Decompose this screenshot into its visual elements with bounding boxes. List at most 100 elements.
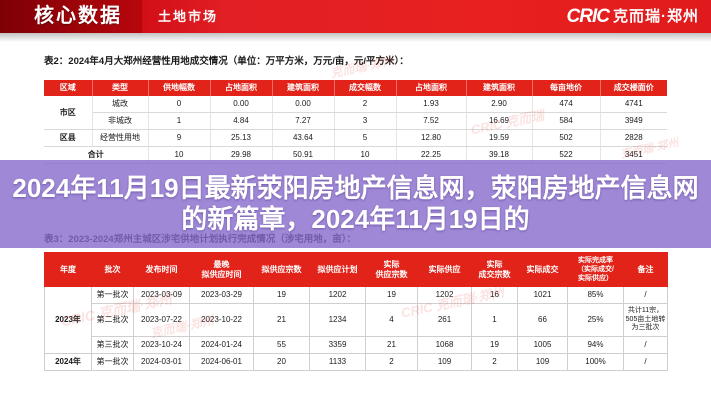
table1-cell: 7.52 (396, 112, 467, 130)
table1-col-supply-count: 供地幅数 (148, 80, 211, 96)
table-row: 第二批次 2023-07-22 2023-10-22 21 1234 4 261… (45, 303, 668, 337)
table2-cell: 19 (471, 335, 518, 354)
table1-cell: 2828 (600, 129, 667, 147)
table1-region-quxian: 区县 (44, 129, 93, 147)
banner-dark-panel (0, 0, 142, 33)
table-row: 2023年 第一批次 2023-03-09 2023-03-29 19 1202… (44, 286, 668, 354)
table2-cell: 1068 (417, 335, 472, 354)
table1-cell: 4741 (600, 96, 667, 113)
table1-col-deal-area: 占地面积 (396, 80, 467, 96)
overlay-headline: 2024年11月19日最新荥阳房地产信息网，荥阳房地产信息网的新篇章，2024年… (12, 173, 699, 234)
table2-cell: 94% (567, 335, 624, 354)
brand-logo: CRIC 克而瑞·郑州 (567, 7, 699, 27)
banner-shadow (0, 33, 711, 42)
table1-cell: 39.18 (466, 146, 533, 164)
table1-cell: 12.80 (396, 129, 467, 147)
table-row: 非城改 1 4.84 7.27 3 7.52 16.69 584 3949 (44, 112, 667, 130)
table2-cell: 261 (417, 303, 472, 337)
banner-subtitle: 土地市场 (158, 9, 219, 24)
table1-col-type: 类型 (92, 80, 149, 96)
table2-col-actual-supply: 实际供应 (417, 252, 472, 287)
table1-cell: 43.64 (272, 129, 335, 147)
table2-cell: 109 (517, 352, 568, 371)
table2-cell: 109 (417, 352, 472, 371)
table1-cell: 3949 (600, 112, 667, 130)
table1-col-floor-price: 成交楼面价 (600, 80, 667, 96)
table2-cell: 16 (471, 286, 518, 304)
table2-cell: 19 (253, 286, 310, 304)
table1-cell: 1.93 (396, 96, 467, 113)
table2-col-planned-parcels: 拟供应宗数 (253, 252, 310, 287)
table1-cell: 502 (532, 129, 601, 147)
table2-cell: 2 (365, 352, 418, 371)
table2-col-actual-deal-parcels: 实际 成交宗数 (471, 252, 518, 287)
table1-col-deal-count: 成交幅数 (334, 80, 397, 96)
table2-cell: 2023-10-22 (189, 303, 254, 337)
brand-chinese-text: 克而瑞·郑州 (613, 8, 699, 25)
table1-type: 城改 (92, 96, 149, 113)
table1-cell: 10 (148, 146, 211, 164)
table2-header-row: 年度 批次 发布时间 最晚 拟供应时间 拟供应宗数 拟供应计划 实际 供应宗数 … (44, 252, 668, 287)
table1-cell: 1 (148, 112, 211, 130)
table2-cell: 66 (517, 303, 568, 337)
table2-cell: 第一批次 (91, 286, 134, 304)
table2-cell: 19 (365, 286, 418, 304)
table1-cell: 0.00 (210, 96, 273, 113)
table1-cell: 0.00 (272, 96, 335, 113)
table2-cell: 2023-03-09 (133, 286, 190, 304)
table1-cell: 0 (148, 96, 211, 113)
table1-col-supply-buildarea: 建筑面积 (272, 80, 335, 96)
table2-cell: 1202 (417, 286, 472, 304)
table2-cell: 第三批次 (91, 335, 134, 354)
table2-cell: 20 (253, 352, 310, 371)
table2-cell: 2 (471, 352, 518, 371)
table1-caption: 表2：2024年4月大郑州经营性用地成交情况（单位：万平方米，万元/亩，元/平方… (44, 56, 409, 67)
table1-cell: 3451 (600, 146, 667, 164)
table1-cell: 2.90 (466, 96, 533, 113)
table2-cell: 1202 (309, 286, 366, 304)
banner-title: 核心数据 (34, 5, 122, 27)
table2-cell: 2023-03-29 (189, 286, 254, 304)
table2-cell: 1021 (517, 286, 568, 304)
table2-cell: 2023-07-22 (133, 303, 190, 337)
table2-cell: 85% (567, 286, 624, 304)
table2-col-publish-date: 发布时间 (133, 252, 190, 287)
table2-remark-cell: 共计11宗，505亩土地转为三批次 (623, 303, 668, 337)
table1-cell: 3 (334, 112, 397, 130)
table1-col-region: 区域 (44, 80, 93, 96)
table-row: 第三批次 2023-10-24 2024-01-24 55 3359 21 10… (45, 335, 668, 354)
table2-col-remark: 备注 (623, 252, 668, 287)
table1-col-deal-buildarea: 建筑面积 (466, 80, 533, 96)
table2-cell: / (623, 352, 668, 371)
table1-col-supply-area: 占地面积 (210, 80, 273, 96)
table2-cell: 1005 (517, 335, 568, 354)
table1-cell: 19.59 (466, 129, 533, 147)
table1-cell: 7.27 (272, 112, 335, 130)
table1-cell: 2 (334, 96, 397, 113)
table2-cell: 第一批次 (91, 352, 134, 371)
table-row: 区县 经营性用地 9 25.13 43.64 5 12.80 19.59 502… (44, 129, 667, 147)
table-row: 市区 城改 0 0.00 0.00 2 1.93 2.90 474 4741 (44, 96, 667, 130)
table2-cell: 4 (365, 303, 418, 337)
table2-year-2023: 2023年 (44, 286, 92, 354)
table2-cell: 2024-03-01 (133, 352, 190, 371)
table1-cell: 474 (532, 96, 601, 113)
page-banner: 核心数据 土地市场 CRIC 克而瑞·郑州 (0, 0, 711, 33)
table2-cell: 100% (567, 352, 624, 371)
table2-cell: 21 (253, 303, 310, 337)
table2-cell: 21 (365, 335, 418, 354)
table1-col-price-per-mu: 每亩地价 (532, 80, 601, 96)
table-row: 2024年 第一批次 2024-03-01 2024-06-01 20 1133… (44, 352, 668, 371)
table1-cell: 10 (334, 146, 397, 164)
table2-cell: 55 (253, 335, 310, 354)
table2-col-batch: 批次 (91, 252, 134, 287)
table2-cell: 1 (471, 303, 518, 337)
table2-col-year: 年度 (44, 252, 92, 287)
table1-cell: 522 (532, 146, 601, 164)
table2-year-2024: 2024年 (44, 352, 92, 371)
table2-cell: 2023-10-24 (133, 335, 190, 354)
brand-latin-text: CRIC (566, 6, 610, 27)
purple-overlay-band (0, 160, 711, 248)
table2-cell: 1133 (309, 352, 366, 371)
table2-cell: / (623, 286, 668, 304)
